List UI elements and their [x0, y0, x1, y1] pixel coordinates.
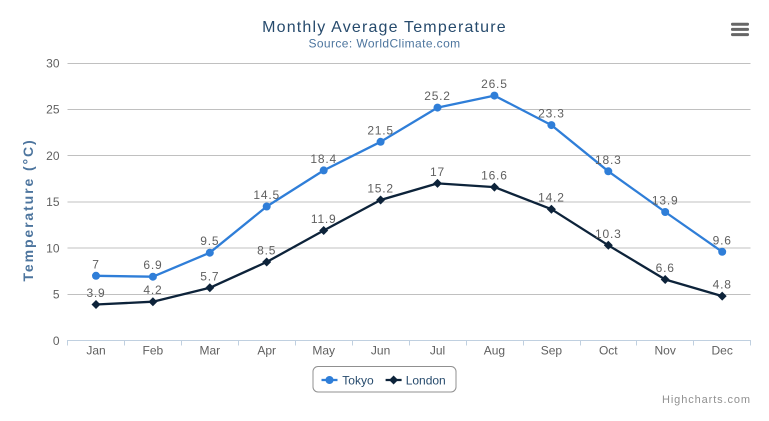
svg-text:Nov: Nov: [655, 344, 676, 358]
svg-text:Monthly Average Temperature: Monthly Average Temperature: [262, 19, 507, 36]
svg-text:10.3: 10.3: [595, 227, 622, 241]
svg-text:May: May: [312, 344, 335, 358]
svg-text:18.3: 18.3: [595, 153, 622, 167]
svg-text:Highcharts.com: Highcharts.com: [662, 394, 751, 406]
svg-text:3.9: 3.9: [86, 286, 105, 300]
svg-text:18.4: 18.4: [310, 152, 337, 166]
svg-text:7: 7: [92, 257, 99, 271]
svg-text:8.5: 8.5: [257, 244, 276, 258]
svg-text:21.5: 21.5: [367, 123, 394, 137]
svg-text:6.6: 6.6: [656, 261, 675, 275]
svg-text:15: 15: [46, 195, 60, 209]
svg-text:Sep: Sep: [541, 344, 563, 358]
svg-text:13.9: 13.9: [652, 194, 679, 208]
svg-text:Tokyo: Tokyo: [342, 373, 374, 387]
svg-text:Jun: Jun: [371, 344, 390, 358]
svg-text:0: 0: [53, 334, 60, 348]
svg-text:5: 5: [53, 288, 60, 302]
svg-text:4.2: 4.2: [143, 283, 162, 297]
svg-text:6.9: 6.9: [143, 258, 162, 272]
svg-text:11.9: 11.9: [311, 212, 337, 226]
svg-text:17: 17: [430, 165, 445, 179]
svg-text:20: 20: [46, 149, 60, 163]
svg-text:London: London: [406, 373, 446, 387]
svg-text:14.2: 14.2: [538, 191, 565, 205]
svg-text:Feb: Feb: [143, 344, 164, 358]
svg-text:4.8: 4.8: [713, 278, 732, 292]
svg-text:Temperature (°C): Temperature (°C): [20, 138, 36, 281]
svg-text:Source: WorldClimate.com: Source: WorldClimate.com: [308, 37, 460, 51]
svg-text:14.5: 14.5: [253, 188, 280, 202]
svg-text:15.2: 15.2: [367, 182, 394, 196]
svg-text:Oct: Oct: [599, 344, 618, 358]
svg-text:Jan: Jan: [86, 344, 105, 358]
svg-text:23.3: 23.3: [538, 107, 565, 121]
svg-text:Apr: Apr: [257, 344, 276, 358]
svg-text:25: 25: [46, 103, 60, 117]
svg-text:30: 30: [46, 57, 60, 71]
svg-text:Aug: Aug: [484, 344, 505, 358]
svg-text:9.5: 9.5: [200, 234, 219, 248]
svg-text:Jul: Jul: [430, 344, 445, 358]
svg-text:16.6: 16.6: [481, 169, 508, 183]
svg-text:10: 10: [46, 241, 60, 255]
svg-text:9.6: 9.6: [713, 233, 732, 247]
svg-text:26.5: 26.5: [481, 77, 508, 91]
svg-text:Mar: Mar: [199, 344, 220, 358]
svg-text:Dec: Dec: [712, 344, 733, 358]
svg-text:5.7: 5.7: [200, 269, 219, 283]
svg-text:25.2: 25.2: [424, 89, 451, 103]
